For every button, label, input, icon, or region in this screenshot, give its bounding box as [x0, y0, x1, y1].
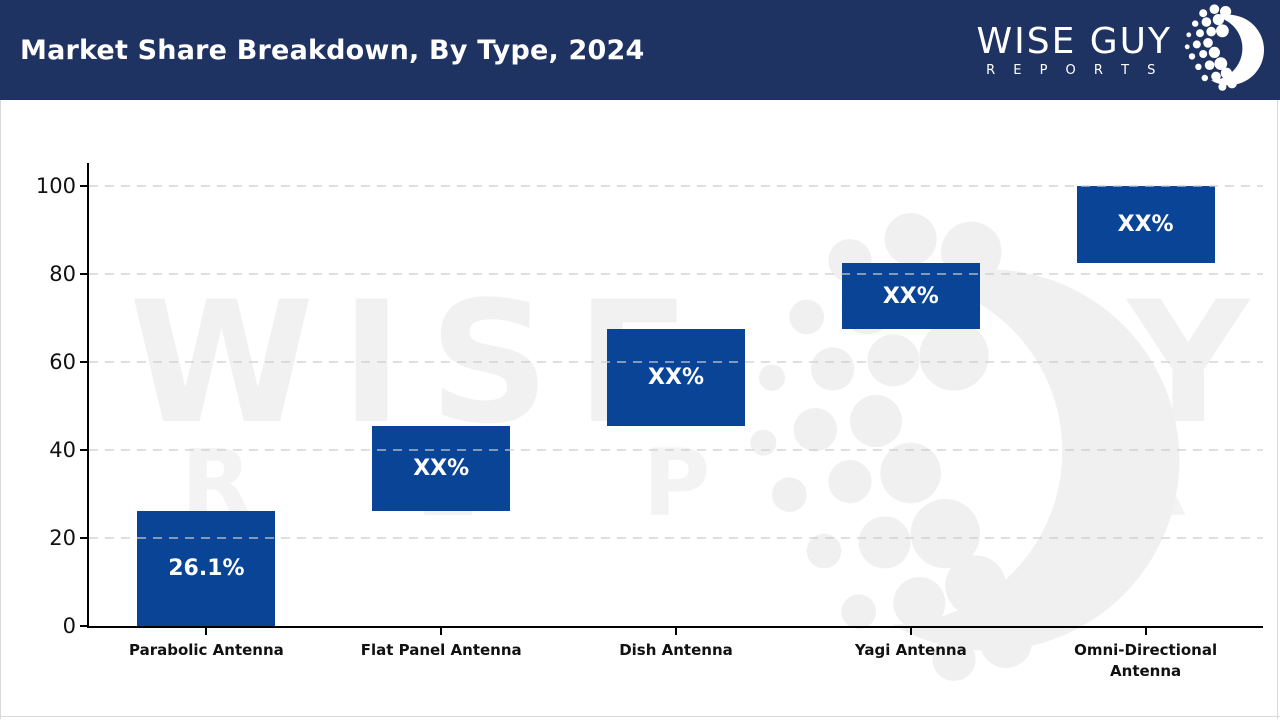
y-axis-tick [80, 625, 89, 627]
waterfall-bar: XX% [607, 329, 745, 426]
y-axis [87, 163, 89, 628]
y-axis-tick-label: 100 [35, 174, 76, 198]
x-axis-tick [675, 628, 677, 635]
x-axis-tick [205, 628, 208, 635]
x-axis-category-label: Yagi Antenna [854, 641, 967, 659]
bar-value-label: XX% [882, 283, 939, 309]
bar-value-label: 26.1% [168, 556, 245, 582]
wiseguy-logo: WISE GUY R E P O R T S [977, 2, 1267, 98]
logo-title: WISE GUY [976, 20, 1172, 62]
gridline-100 [89, 185, 1263, 187]
header-bar: Market Share Breakdown, By Type, 2024 WI… [0, 0, 1280, 100]
waterfall-bar: XX% [1076, 186, 1215, 263]
y-axis-tick-label: 0 [62, 614, 76, 638]
gridline-40 [89, 449, 1263, 451]
x-axis [87, 626, 1263, 628]
x-axis-category-label: Flat Panel Antenna [360, 641, 522, 659]
bottom-border [0, 716, 1280, 717]
gridline-20 [89, 537, 1263, 539]
y-axis-tick-label: 40 [49, 438, 76, 462]
x-axis-category-label: Omni-Directional Antenna [1074, 641, 1218, 680]
x-axis-category-label: Dish Antenna [619, 641, 733, 659]
chart-area: WISE GUY R E P O R T S 02040608010026.1%… [0, 100, 1280, 719]
bar-value-label: XX% [648, 364, 704, 390]
y-axis-tick-label: 60 [49, 350, 76, 374]
waterfall-bar: XX% [372, 425, 511, 512]
logo-subtitle: R E P O R T S [986, 62, 1163, 78]
logo-wordmark: WISE GUY R E P O R T S [976, 20, 1173, 78]
y-axis-tick-label: 80 [49, 262, 76, 286]
x-axis-tick [1144, 628, 1147, 635]
gridline-60 [89, 361, 1263, 363]
bar-value-label: XX% [1117, 212, 1174, 237]
bar-value-label: XX% [413, 455, 470, 481]
y-axis-tick [80, 361, 89, 363]
page-title: Market Share Breakdown, By Type, 2024 [20, 34, 645, 66]
y-axis-tick-label: 20 [49, 526, 76, 550]
x-axis-category-label: Parabolic Antenna [128, 641, 284, 659]
x-axis-tick [440, 628, 443, 635]
y-axis-tick [80, 449, 89, 451]
y-axis-tick [80, 185, 89, 187]
y-axis-tick [80, 537, 89, 539]
wiseguy-head-icon [1178, 4, 1264, 91]
y-axis-tick [80, 273, 89, 275]
x-axis-tick [909, 628, 912, 635]
waterfall-bar: 26.1% [137, 511, 276, 626]
gridline-80 [89, 273, 1263, 275]
